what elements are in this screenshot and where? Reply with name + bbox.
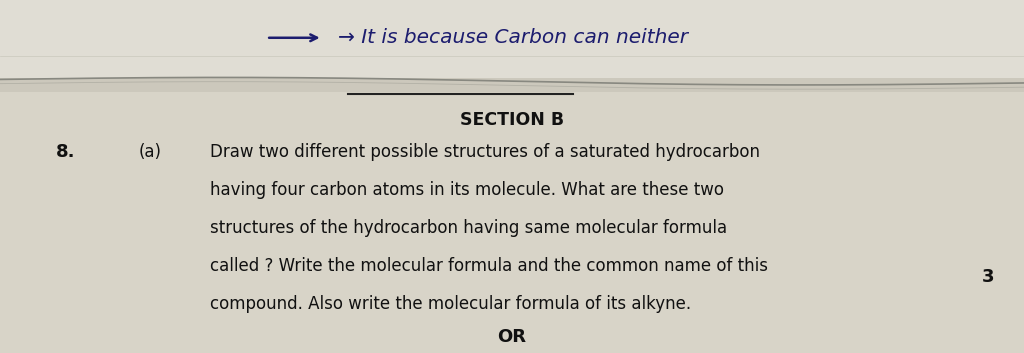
Text: OR: OR xyxy=(498,328,526,346)
FancyBboxPatch shape xyxy=(0,0,1024,92)
FancyBboxPatch shape xyxy=(0,0,1024,78)
Text: (a): (a) xyxy=(138,143,161,161)
Text: compound. Also write the molecular formula of its alkyne.: compound. Also write the molecular formu… xyxy=(210,295,691,313)
Text: → It is because Carbon can neither: → It is because Carbon can neither xyxy=(338,28,688,47)
Text: 3: 3 xyxy=(982,268,994,286)
Text: structures of the hydrocarbon having same molecular formula: structures of the hydrocarbon having sam… xyxy=(210,219,727,237)
Text: having four carbon atoms in its molecule. What are these two: having four carbon atoms in its molecule… xyxy=(210,181,724,199)
Text: SECTION B: SECTION B xyxy=(460,111,564,129)
FancyBboxPatch shape xyxy=(0,85,1024,353)
Text: Draw two different possible structures of a saturated hydrocarbon: Draw two different possible structures o… xyxy=(210,143,760,161)
Text: called ? Write the molecular formula and the common name of this: called ? Write the molecular formula and… xyxy=(210,257,768,275)
Text: 8.: 8. xyxy=(56,143,76,161)
